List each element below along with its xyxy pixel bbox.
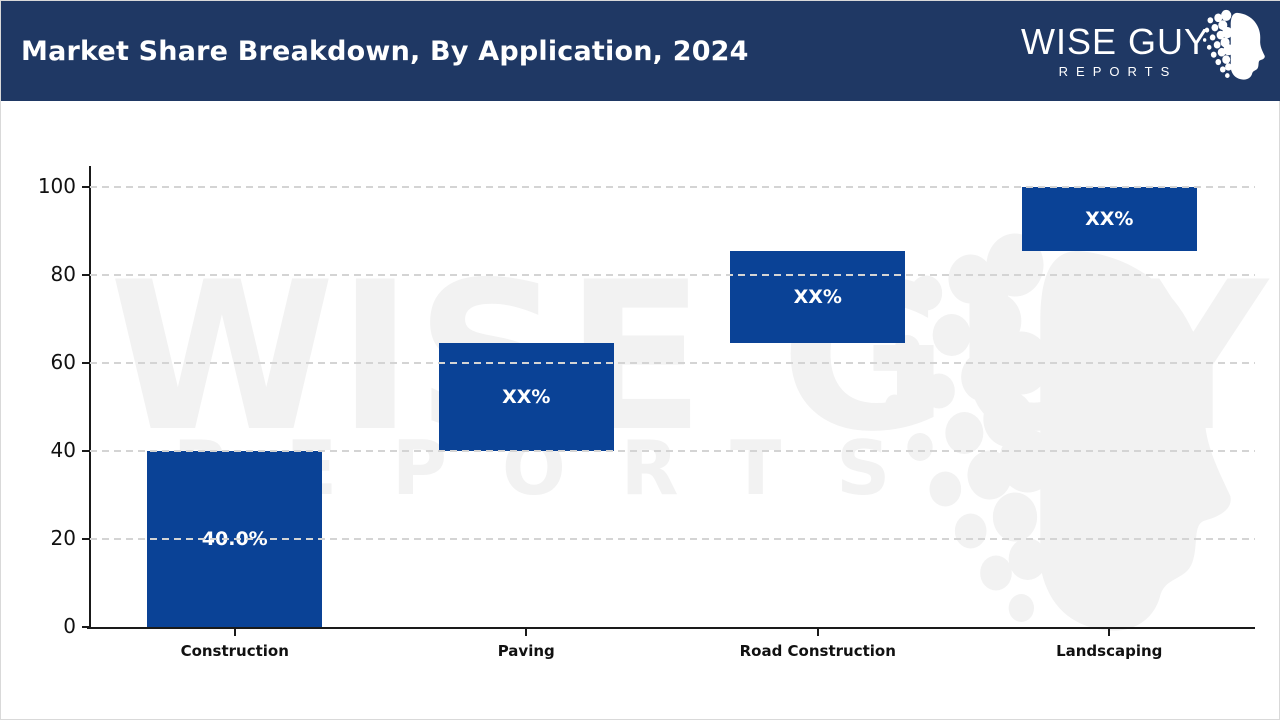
y-tick-100 <box>82 186 89 188</box>
y-tick-0 <box>82 626 89 628</box>
x-tick-label-road-construction: Road Construction <box>739 642 896 660</box>
x-tick-construction <box>233 629 236 636</box>
bar-landscaping: XX% <box>1021 187 1197 251</box>
y-tick-40 <box>82 450 89 452</box>
bar-value-label-landscaping: XX% <box>1085 207 1134 230</box>
watermark-line1: WISE GUY <box>109 239 1270 477</box>
chart-area: WISE GUY REPORTS 0 20 40 60 80 100 40.0% Constr… <box>1 101 1280 721</box>
y-tick-label-60: 60 <box>50 350 76 374</box>
x-tick-label-landscaping: Landscaping <box>1056 642 1163 660</box>
x-tick-label-paving: Paving <box>497 642 555 660</box>
gridline-40 <box>90 450 1255 452</box>
x-tick-landscaping <box>1108 629 1111 636</box>
y-tick-label-80: 80 <box>50 262 76 286</box>
logo-head-icon <box>1202 9 1265 80</box>
gridline-60 <box>90 362 1255 364</box>
logo-subtext: REPORTS <box>1058 63 1178 79</box>
logo-wordmark: WISE GUY <box>1020 20 1209 62</box>
wiseguy-logo: WISE GUY REPORTS <box>1021 8 1267 94</box>
y-tick-label-0: 0 <box>63 614 76 638</box>
x-axis-spine <box>87 627 1255 629</box>
gridline-20 <box>90 538 1255 540</box>
chart-title: Market Share Breakdown, By Application, … <box>21 35 749 67</box>
x-tick-road-construction <box>816 629 819 636</box>
y-tick-label-100: 100 <box>37 174 76 198</box>
x-tick-label-construction: Construction <box>180 642 289 660</box>
logo-text: WISE GUY REPORTS <box>1020 20 1209 79</box>
bar-value-label-paving: XX% <box>502 386 551 409</box>
y-tick-80 <box>82 274 89 276</box>
y-tick-20 <box>82 538 89 540</box>
y-tick-label-20: 20 <box>50 526 76 550</box>
y-tick-60 <box>82 362 89 364</box>
watermark-head-icon <box>885 233 1231 631</box>
y-axis-spine <box>89 166 91 629</box>
gridline-80 <box>90 274 1255 276</box>
bar-value-label-road-construction: XX% <box>793 285 842 308</box>
x-tick-paving <box>525 629 528 636</box>
gridline-100 <box>90 186 1255 188</box>
header-bar: Market Share Breakdown, By Application, … <box>1 1 1280 101</box>
bar-road-construction: XX% <box>730 250 906 344</box>
y-tick-label-40: 40 <box>50 438 76 462</box>
bar-paving: XX% <box>438 343 614 451</box>
